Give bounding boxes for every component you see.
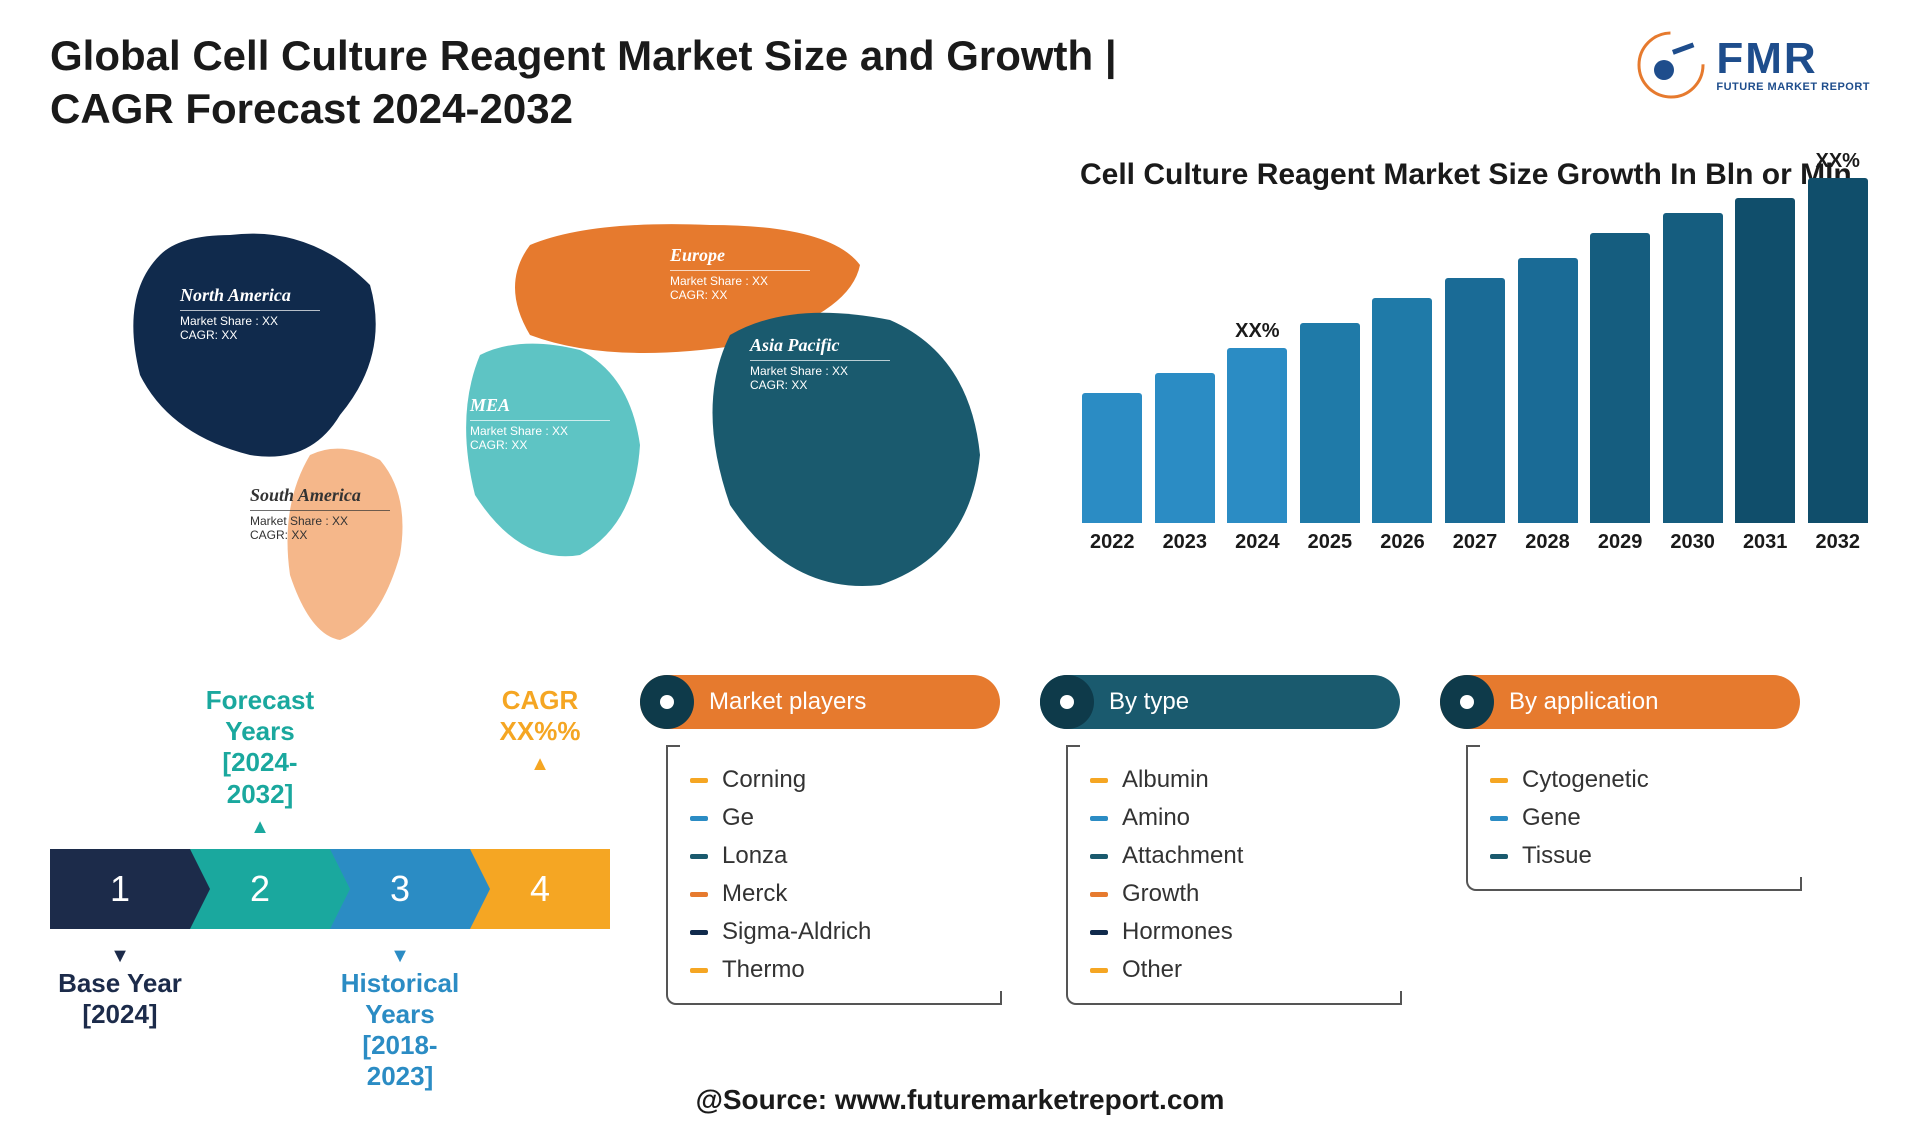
- region-label: South AmericaMarket Share : XXCAGR: XX: [250, 485, 390, 542]
- card-item: Amino: [1090, 799, 1390, 837]
- page-title: Global Cell Culture Reagent Market Size …: [50, 30, 1250, 135]
- bar-year-label: 2028: [1525, 531, 1570, 554]
- card-item: Corning: [690, 761, 990, 799]
- bar-year-label: 2027: [1453, 531, 1498, 554]
- timeline-segment-4: 4: [470, 849, 610, 929]
- bar-2029: 2029: [1588, 233, 1653, 554]
- timeline: Forecast Years[2024-2032]▲CAGRXX%%▲ 1234…: [50, 675, 610, 1093]
- bar-marker: XX%: [1816, 150, 1860, 173]
- bar-2022: 2022: [1080, 393, 1145, 554]
- timeline-segment-1: 1: [50, 849, 190, 929]
- card-item: Merck: [690, 875, 990, 913]
- card-item: Gene: [1490, 799, 1790, 837]
- card-item: Cytogenetic: [1490, 761, 1790, 799]
- bar-2031: 2031: [1733, 198, 1798, 554]
- bar-year-label: 2029: [1598, 531, 1643, 554]
- card-header: By application: [1440, 675, 1800, 729]
- map-region-mea: [450, 335, 650, 575]
- bar-2025: 2025: [1298, 323, 1363, 554]
- card-item: Other: [1090, 951, 1390, 989]
- bar-year-label: 2023: [1163, 531, 1208, 554]
- chart-title: Cell Culture Reagent Market Size Growth …: [1080, 155, 1870, 194]
- card-item: Sigma-Aldrich: [690, 913, 990, 951]
- card-header: By type: [1040, 675, 1400, 729]
- bar-2027: 2027: [1443, 278, 1508, 554]
- region-label: North AmericaMarket Share : XXCAGR: XX: [180, 285, 320, 342]
- card-item: Growth: [1090, 875, 1390, 913]
- bar-2032: XX%2032: [1805, 178, 1870, 554]
- bar-2024: XX%2024: [1225, 348, 1290, 554]
- logo-icon: [1636, 30, 1706, 100]
- timeline-label: CAGRXX%%: [470, 685, 610, 747]
- card-item: Thermo: [690, 951, 990, 989]
- bar-year-label: 2026: [1380, 531, 1425, 554]
- source-text: @Source: www.futuremarketreport.com: [0, 1084, 1920, 1116]
- timeline-segment-3: 3: [330, 849, 470, 929]
- bar-marker: XX%: [1235, 320, 1279, 343]
- bar-year-label: 2030: [1670, 531, 1715, 554]
- info-card-by-application: By application CytogeneticGeneTissue: [1440, 675, 1800, 1005]
- bar-year-label: 2025: [1308, 531, 1353, 554]
- logo-fmr-text: FMR: [1716, 37, 1870, 81]
- card-item: Attachment: [1090, 837, 1390, 875]
- card-item: Ge: [690, 799, 990, 837]
- bar-2030: 2030: [1660, 213, 1725, 554]
- timeline-label: Historical Years[2018-2023]: [330, 968, 470, 1093]
- logo-sub-text: FUTURE MARKET REPORT: [1716, 81, 1870, 93]
- timeline-label: Base Year[2024]: [50, 968, 190, 1030]
- bar-year-label: 2024: [1235, 531, 1280, 554]
- info-card-market-players: Market players CorningGeLonzaMerckSigma-A…: [640, 675, 1000, 1005]
- bar-2023: 2023: [1153, 373, 1218, 554]
- card-item: Albumin: [1090, 761, 1390, 799]
- map-region-north-america: [110, 215, 430, 475]
- logo: FMR FUTURE MARKET REPORT: [1636, 30, 1870, 100]
- bar-year-label: 2031: [1743, 531, 1788, 554]
- card-item: Hormones: [1090, 913, 1390, 951]
- bar-2026: 2026: [1370, 298, 1435, 554]
- region-label: Asia PacificMarket Share : XXCAGR: XX: [750, 335, 890, 392]
- region-label: EuropeMarket Share : XXCAGR: XX: [670, 245, 810, 302]
- card-header: Market players: [640, 675, 1000, 729]
- card-item: Lonza: [690, 837, 990, 875]
- card-item: Tissue: [1490, 837, 1790, 875]
- bar-2028: 2028: [1515, 258, 1580, 554]
- bar-year-label: 2032: [1815, 531, 1860, 554]
- info-card-by-type: By type AlbuminAminoAttachmentGrowthHormo…: [1040, 675, 1400, 1005]
- region-label: MEAMarket Share : XXCAGR: XX: [470, 395, 610, 452]
- map-region-south-america: [270, 445, 420, 645]
- world-map: North AmericaMarket Share : XXCAGR: XX So…: [50, 155, 1050, 635]
- bar-year-label: 2022: [1090, 531, 1135, 554]
- timeline-segment-2: 2: [190, 849, 330, 929]
- bar-chart: Cell Culture Reagent Market Size Growth …: [1050, 155, 1870, 635]
- timeline-label: Forecast Years[2024-2032]: [190, 685, 330, 810]
